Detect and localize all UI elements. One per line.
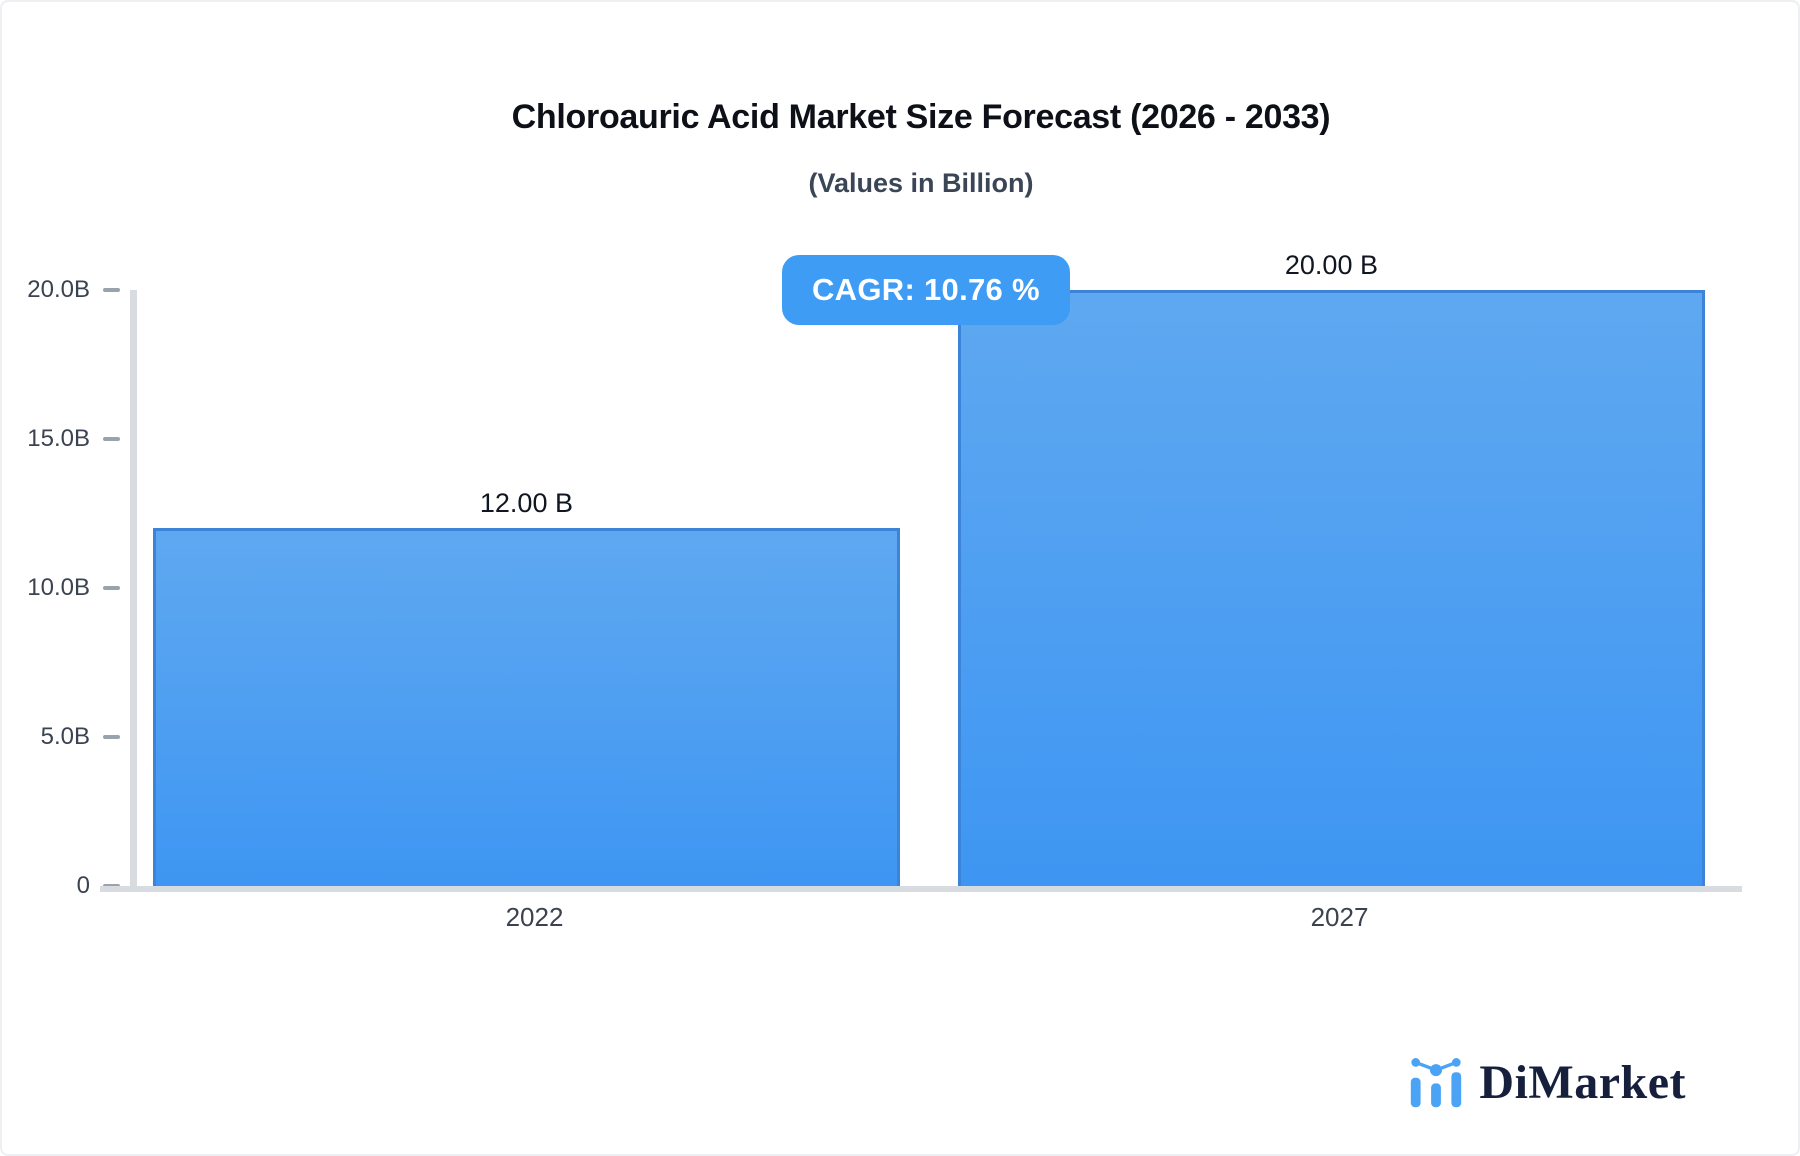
y-tick-label: 15.0B <box>27 425 90 452</box>
y-tick-label: 0 <box>76 872 90 899</box>
bar-value-label: 12.00 B <box>479 488 573 519</box>
chart-title: Chloroauric Acid Market Size Forecast (2… <box>511 98 1331 136</box>
y-tick: 20.0B <box>27 276 120 304</box>
bars: 12.00 B 20.00 B <box>132 250 1742 886</box>
y-tick-mark <box>103 288 120 292</box>
y-tick-label: 5.0B <box>40 723 90 750</box>
y-axis-line <box>130 290 137 891</box>
plot-area: 12.00 B 20.00 B <box>132 250 1742 886</box>
y-axis: 0 5.0B 10.0B 15.0B 20.0B <box>27 276 120 899</box>
y-tick-mark <box>103 735 120 739</box>
bar-2027[interactable]: 20.00 B <box>957 250 1705 886</box>
y-tick-label: 10.0B <box>27 574 90 601</box>
y-tick-mark <box>103 586 120 590</box>
cagr-badge: CAGR: 10.76 % <box>782 255 1070 325</box>
x-axis: 2022 2027 <box>132 902 1742 942</box>
x-axis-line <box>100 886 1742 892</box>
x-axis-label: 2022 <box>505 902 564 932</box>
y-tick: 15.0B <box>27 425 120 453</box>
x-axis-label: 2027 <box>1310 902 1369 932</box>
bar-2022[interactable]: 12.00 B <box>152 488 900 886</box>
bar-value-label: 20.00 B <box>1284 250 1378 280</box>
y-tick-label: 20.0B <box>27 276 90 303</box>
y-tick-mark <box>103 437 120 441</box>
dimarket-logo-text: DiMarket <box>1479 1055 1686 1109</box>
y-tick: 10.0B <box>27 574 120 602</box>
dimarket-logo: DiMarket <box>1408 1054 1686 1110</box>
chart-subtitle: (Values in Billion) <box>808 168 1034 198</box>
y-tick: 5.0B <box>41 723 120 751</box>
bar-line-chart-icon <box>1411 1058 1462 1108</box>
